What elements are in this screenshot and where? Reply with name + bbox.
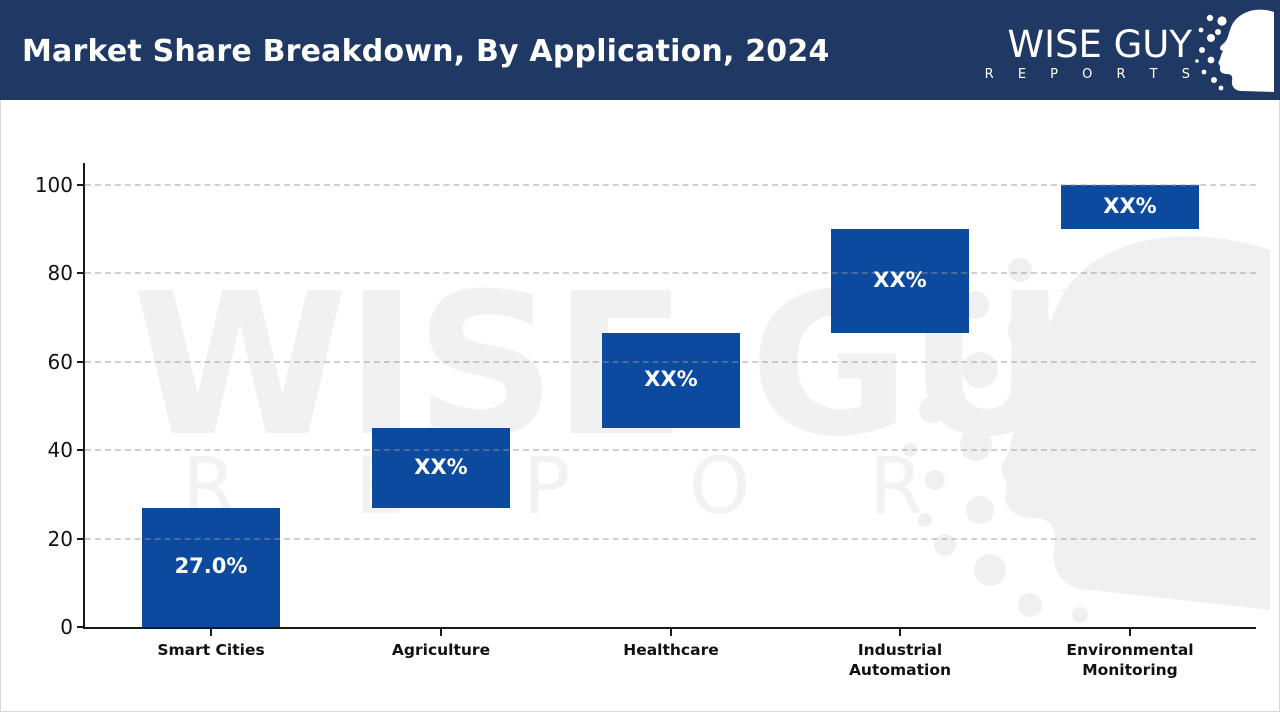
- bar-healthcare: [602, 332, 740, 428]
- bar-industrial-automation: [831, 228, 969, 333]
- x-axis-category-label: Agriculture: [391, 641, 491, 659]
- bar-environmental-monitoring: [1061, 184, 1199, 229]
- logo-wordmark: WISE GUY: [1007, 23, 1192, 66]
- bar-agriculture: [372, 427, 510, 508]
- header-bar: Market Share Breakdown, By Application, …: [0, 0, 1280, 100]
- gridline-20: [85, 537, 1256, 540]
- bar-smart-cities: [142, 507, 280, 627]
- brand-logo: WISE GUY R E P O R T S: [985, 23, 1192, 83]
- logo-face-icon: [1195, 9, 1274, 92]
- y-axis-tick: [77, 626, 85, 628]
- bar-value-label: XX%: [644, 367, 698, 392]
- logo-subtitle: R E P O R T S: [984, 67, 1200, 82]
- x-axis-category-label: Environmental Monitoring: [1066, 641, 1194, 679]
- bar-value-label: 27.0%: [174, 554, 248, 579]
- y-axis-line: [83, 163, 86, 629]
- bar-value-label: XX%: [873, 267, 927, 292]
- y-axis-tick-label: 60: [47, 349, 73, 374]
- y-axis-tick-label: 20: [47, 526, 73, 551]
- x-axis-tick: [440, 627, 442, 636]
- bar-value-label: XX%: [1103, 193, 1157, 218]
- x-axis-tick: [670, 627, 672, 636]
- y-axis-tick: [77, 537, 85, 540]
- gridline-40: [85, 449, 1256, 451]
- y-axis-tick-label: 40: [47, 438, 73, 462]
- x-axis-category-label: Industrial Automation: [848, 641, 952, 679]
- x-axis-tick: [899, 627, 901, 636]
- y-axis-tick-label: 100: [34, 172, 73, 197]
- x-axis-tick: [210, 627, 212, 636]
- x-axis-tick: [1129, 627, 1131, 636]
- y-axis-tick: [77, 360, 85, 363]
- page-title: Market Share Breakdown, By Application, …: [22, 34, 830, 69]
- y-axis-tick: [77, 449, 85, 451]
- x-axis-category-label: Smart Cities: [157, 641, 265, 659]
- y-axis-tick: [77, 183, 85, 186]
- gridline-80: [85, 272, 1256, 274]
- gridline-100: [85, 183, 1256, 186]
- x-axis-line: [83, 626, 1256, 629]
- gridline-60: [85, 360, 1256, 363]
- y-axis-tick-label: 0: [60, 615, 73, 639]
- y-axis-tick: [77, 272, 85, 274]
- y-axis-tick-label: 80: [47, 261, 73, 285]
- x-axis-category-label: Healthcare: [623, 641, 719, 659]
- bar-value-label: XX%: [414, 454, 468, 479]
- watermark-face-icon: [903, 236, 1270, 623]
